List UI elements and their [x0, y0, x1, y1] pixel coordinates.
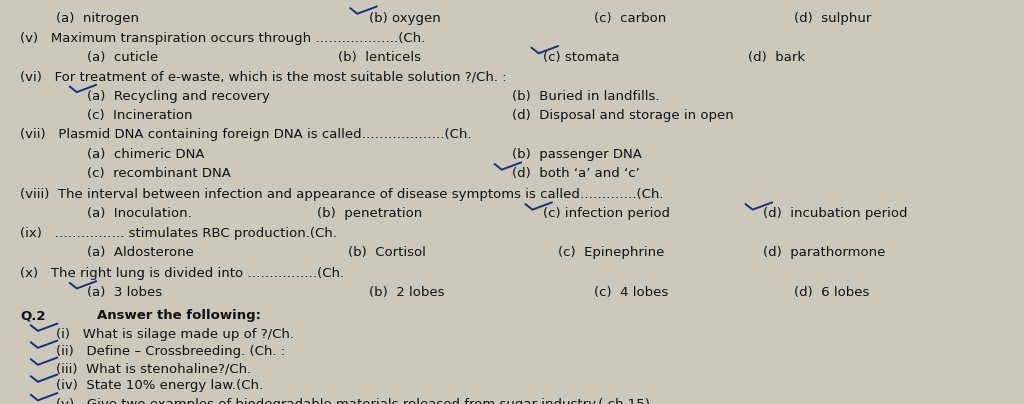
Text: (viii)  The interval between infection and appearance of disease symptoms is cal: (viii) The interval between infection an…	[20, 188, 664, 201]
Text: (c)  Epinephrine: (c) Epinephrine	[558, 246, 665, 259]
Text: Q.2: Q.2	[20, 309, 46, 322]
Text: (b)  2 lobes: (b) 2 lobes	[369, 286, 444, 299]
Text: (c) infection period: (c) infection period	[543, 207, 670, 220]
Text: (a)  Inoculation.: (a) Inoculation.	[87, 207, 191, 220]
Text: (x)   The right lung is divided into …………….(Ch.: (x) The right lung is divided into ………………	[20, 267, 345, 280]
Text: (vii)   Plasmid DNA containing foreign DNA is called……………….(Ch.: (vii) Plasmid DNA containing foreign DNA…	[20, 128, 472, 141]
Text: (d)  incubation period: (d) incubation period	[763, 207, 907, 220]
Text: (d)  Disposal and storage in open: (d) Disposal and storage in open	[512, 109, 734, 122]
Text: (a)  nitrogen: (a) nitrogen	[56, 12, 139, 25]
Text: (a)  Recycling and recovery: (a) Recycling and recovery	[87, 90, 270, 103]
Text: (b)  passenger DNA: (b) passenger DNA	[512, 148, 642, 161]
Text: (c)  4 lobes: (c) 4 lobes	[594, 286, 669, 299]
Text: (b) oxygen: (b) oxygen	[369, 12, 440, 25]
Text: (c)  recombinant DNA: (c) recombinant DNA	[87, 167, 231, 180]
Text: (c) stomata: (c) stomata	[543, 51, 620, 64]
Text: (c)  carbon: (c) carbon	[594, 12, 667, 25]
Text: (a)  3 lobes: (a) 3 lobes	[87, 286, 162, 299]
Text: (ix)   ……………. stimulates RBC production.(Ch.: (ix) ……………. stimulates RBC production.(C…	[20, 227, 337, 240]
Text: (v)   Maximum transpiration occurs through ……………….(Ch.: (v) Maximum transpiration occurs through…	[20, 32, 426, 44]
Text: (b)  penetration: (b) penetration	[317, 207, 423, 220]
Text: (a)  cuticle: (a) cuticle	[87, 51, 158, 64]
Text: (i)   What is silage made up of ?/Ch.: (i) What is silage made up of ?/Ch.	[56, 328, 294, 341]
Text: (b)  Buried in landfills.: (b) Buried in landfills.	[512, 90, 659, 103]
Text: (d)  parathormone: (d) parathormone	[763, 246, 886, 259]
Text: (d)  both ‘a’ and ‘c’: (d) both ‘a’ and ‘c’	[512, 167, 640, 180]
Text: (ii)   Define – Crossbreeding. (Ch. :: (ii) Define – Crossbreeding. (Ch. :	[56, 345, 286, 358]
Text: (d)  sulphur: (d) sulphur	[794, 12, 871, 25]
Text: (vi)   For treatment of e-waste, which is the most suitable solution ?/Ch. :: (vi) For treatment of e-waste, which is …	[20, 70, 507, 83]
Text: Answer the following:: Answer the following:	[97, 309, 261, 322]
Text: (v)   Give two examples of biodegradable materials released from sugar industry.: (v) Give two examples of biodegradable m…	[56, 398, 650, 404]
Text: (iii)  What is stenohaline?/Ch.: (iii) What is stenohaline?/Ch.	[56, 362, 252, 375]
Text: (c)  Incineration: (c) Incineration	[87, 109, 193, 122]
Text: (b)  Cortisol: (b) Cortisol	[348, 246, 426, 259]
Text: (d)  6 lobes: (d) 6 lobes	[794, 286, 869, 299]
Text: (a)  Aldosterone: (a) Aldosterone	[87, 246, 194, 259]
Text: (b)  lenticels: (b) lenticels	[338, 51, 421, 64]
Text: (iv)  State 10% energy law.(Ch.: (iv) State 10% energy law.(Ch.	[56, 379, 263, 392]
Text: (a)  chimeric DNA: (a) chimeric DNA	[87, 148, 205, 161]
Text: (d)  bark: (d) bark	[748, 51, 805, 64]
